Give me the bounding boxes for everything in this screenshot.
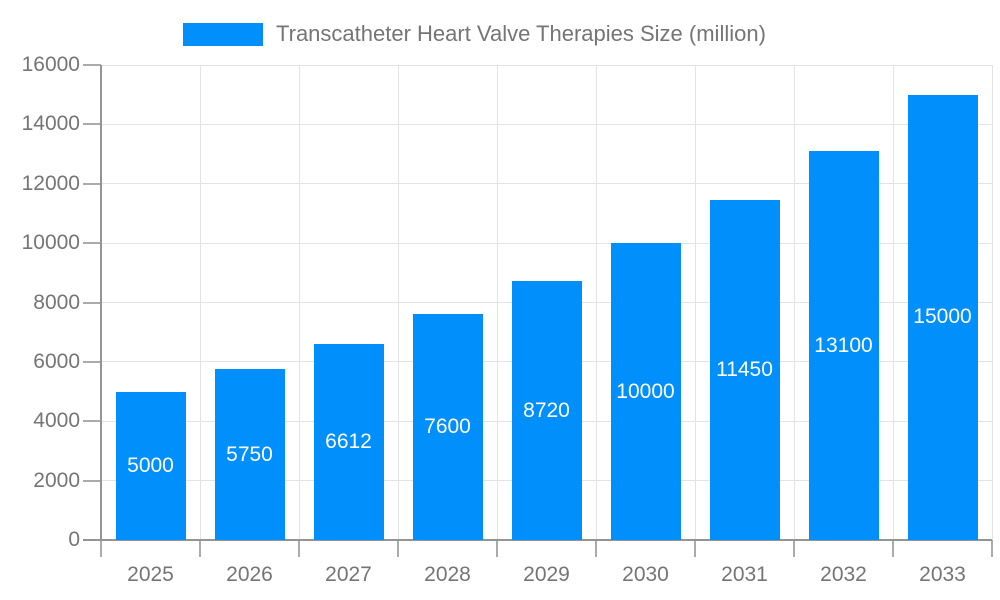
x-axis-line: [83, 539, 992, 541]
x-axis-tick-label: 2025: [127, 563, 174, 586]
x-axis-tick-label: 2027: [325, 563, 372, 586]
y-axis-tick-label: 0: [68, 528, 80, 551]
v-gridline: [694, 65, 696, 540]
x-axis-tick-label: 2031: [721, 563, 768, 586]
h-gridline: [101, 242, 992, 244]
y-tick-mark: [83, 123, 101, 126]
bar-value-label: 5000: [127, 453, 174, 477]
v-gridline: [496, 65, 498, 540]
bar-2033[interactable]: 15000: [907, 94, 978, 540]
y-axis-tick-label: 6000: [33, 349, 80, 373]
x-tick-mark: [694, 540, 696, 557]
bar-value-label: 11450: [716, 358, 773, 382]
bar-value-label: 10000: [616, 379, 675, 403]
x-tick-mark: [100, 540, 102, 557]
x-axis-tick-label: 2032: [820, 563, 867, 586]
y-tick-mark: [83, 64, 101, 66]
y-tick-mark: [83, 301, 101, 304]
y-axis-tick-label: 4000: [33, 409, 80, 433]
bar-value-label: 7600: [424, 415, 471, 439]
v-gridline: [892, 65, 894, 540]
bar-value-label: 15000: [913, 305, 972, 329]
x-tick-mark: [595, 540, 597, 557]
y-axis-tick-label: 16000: [21, 53, 80, 76]
legend-swatch-icon: [183, 22, 263, 46]
x-axis-tick-label: 2033: [919, 563, 966, 586]
v-gridline: [595, 65, 597, 540]
bar-2030[interactable]: 10000: [610, 243, 681, 540]
v-gridline: [991, 65, 993, 540]
y-tick-mark: [83, 242, 101, 245]
bar-2028[interactable]: 7600: [412, 314, 483, 540]
y-axis-tick-label: 8000: [33, 290, 80, 314]
v-gridline: [298, 65, 300, 540]
bar-value-label: 8720: [523, 398, 570, 422]
bar-2032[interactable]: 13100: [808, 151, 879, 540]
bar-value-label: 5750: [226, 442, 273, 466]
bar-value-label: 13100: [814, 333, 873, 357]
x-tick-mark: [199, 540, 201, 557]
y-axis-tick-label: 10000: [21, 231, 80, 255]
h-gridline: [101, 183, 992, 185]
y-tick-mark: [83, 360, 101, 363]
y-axis-tick-label: 12000: [21, 171, 80, 195]
x-tick-mark: [298, 540, 300, 557]
x-tick-mark: [892, 540, 894, 557]
bar-2025[interactable]: 5000: [115, 391, 186, 540]
bar-value-label: 6612: [325, 429, 372, 453]
h-gridline: [101, 123, 992, 125]
bar-2029[interactable]: 8720: [511, 281, 582, 540]
v-gridline: [793, 65, 795, 540]
y-axis-tick-label: 14000: [21, 112, 80, 136]
y-tick-mark: [83, 182, 101, 185]
v-gridline: [397, 65, 399, 540]
x-axis-tick-label: 2026: [226, 563, 273, 586]
x-axis-tick-label: 2028: [424, 563, 471, 586]
chart-legend[interactable]: Transcatheter Heart Valve Therapies Size…: [183, 21, 766, 47]
x-tick-mark: [793, 540, 795, 557]
y-tick-mark: [83, 479, 101, 482]
x-tick-mark: [397, 540, 399, 557]
y-tick-mark: [83, 420, 101, 423]
y-axis-line: [100, 65, 102, 540]
legend-label: Transcatheter Heart Valve Therapies Size…: [276, 21, 766, 46]
x-tick-mark: [991, 540, 993, 557]
x-tick-mark: [496, 540, 498, 557]
x-axis-tick-label: 2029: [523, 563, 570, 586]
v-gridline: [199, 65, 201, 540]
h-gridline: [101, 64, 992, 66]
x-axis-tick-label: 2030: [622, 563, 669, 586]
bar-2026[interactable]: 5750: [214, 369, 285, 540]
y-axis-tick-label: 2000: [33, 468, 80, 492]
bar-2027[interactable]: 6612: [313, 343, 384, 540]
bar-2031[interactable]: 11450: [709, 200, 780, 540]
